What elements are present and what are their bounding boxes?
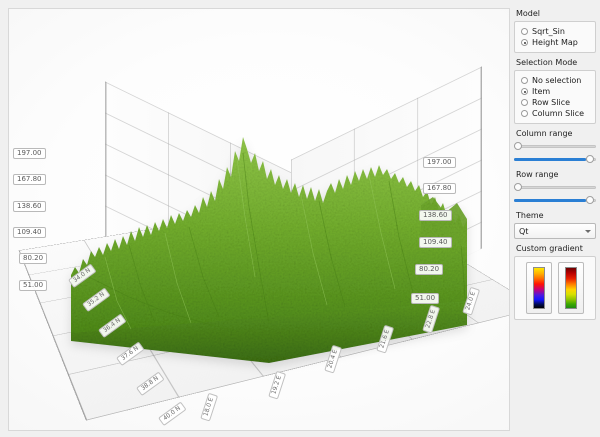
value-axis-tick-right-0: 197.00 (423, 157, 456, 168)
graph-stage[interactable]: 197.00 167.80 138.60 109.40 80.20 51.00 … (9, 9, 509, 430)
radio-selection-row-slice-label: Row Slice (532, 98, 571, 107)
selection-mode-group-box: No selection Item Row Slice Column Slice (514, 70, 596, 124)
radio-icon[interactable] (521, 77, 528, 84)
radio-icon-selected[interactable] (521, 88, 528, 95)
height-map-surface[interactable] (69, 127, 469, 367)
radio-selection-item[interactable]: Item (518, 86, 592, 97)
value-axis-tick-right-4: 80.20 (415, 264, 444, 275)
custom-gradient-group-box (514, 256, 596, 320)
value-axis-tick-right-2: 138.60 (419, 210, 452, 221)
custom-gradient-title: Custom gradient (516, 244, 583, 253)
column-axis-tick-0: 18.0 E (200, 392, 219, 422)
slider-handle[interactable] (586, 155, 594, 163)
theme-select[interactable]: Qt (514, 223, 596, 239)
row-axis-tick-5: 40.0 N (158, 401, 187, 427)
radio-model-height-map[interactable]: Height Map (518, 37, 592, 48)
slider-handle[interactable] (586, 196, 594, 204)
column-range-min-slider[interactable] (514, 141, 596, 152)
radio-selection-column-slice-label: Column Slice (532, 109, 585, 118)
value-axis-tick-left-1: 167.80 (13, 174, 46, 185)
value-axis-tick-left-4: 80.20 (19, 253, 48, 264)
column-range-title: Column range (516, 129, 573, 138)
radio-selection-row-slice[interactable]: Row Slice (518, 97, 592, 108)
green-to-red-gradient-button[interactable] (558, 262, 584, 314)
gradient-preview-strip (565, 267, 577, 309)
gradient-preview-strip (533, 267, 545, 309)
slider-handle[interactable] (514, 142, 522, 150)
value-axis-tick-left-0: 197.00 (13, 148, 46, 159)
selection-mode-group-title: Selection Mode (516, 58, 578, 67)
value-axis-tick-right-5: 51.00 (411, 293, 440, 304)
black-to-yellow-gradient-button[interactable] (526, 262, 552, 314)
column-axis-tick-1: 19.2 E (268, 370, 287, 400)
model-group-title: Model (516, 9, 541, 18)
radio-model-sqrt-sin-label: Sqrt_Sin (532, 27, 565, 36)
model-group-box: Sqrt_Sin Height Map (514, 21, 596, 53)
value-axis-tick-left-2: 138.60 (13, 201, 46, 212)
radio-icon[interactable] (521, 110, 528, 117)
slider-handle[interactable] (514, 183, 522, 191)
column-range-max-slider[interactable] (514, 154, 596, 165)
slider-track[interactable] (514, 145, 596, 148)
row-range-title: Row range (516, 170, 559, 179)
value-axis-tick-right-3: 109.40 (419, 237, 452, 248)
row-range-min-slider[interactable] (514, 182, 596, 193)
slider-fill (514, 199, 586, 202)
radio-model-height-map-label: Height Map (532, 38, 578, 47)
radio-model-sqrt-sin[interactable]: Sqrt_Sin (518, 26, 592, 37)
radio-icon[interactable] (521, 99, 528, 106)
value-axis-tick-left-5: 51.00 (19, 280, 48, 291)
theme-title: Theme (516, 211, 544, 220)
radio-selection-column-slice[interactable]: Column Slice (518, 108, 592, 119)
theme-selected-value: Qt (519, 226, 529, 236)
value-axis-tick-right-1: 167.80 (423, 183, 456, 194)
slider-fill (514, 158, 586, 161)
radio-icon-selected[interactable] (521, 39, 528, 46)
radio-selection-item-label: Item (532, 87, 551, 96)
control-panel: Model Sqrt_Sin Height Map Selection Mode… (514, 4, 596, 433)
radio-selection-none-label: No selection (532, 76, 582, 85)
surface-graph-panel[interactable]: 197.00 167.80 138.60 109.40 80.20 51.00 … (8, 8, 510, 431)
row-range-max-slider[interactable] (514, 195, 596, 206)
chevron-down-icon[interactable] (585, 230, 591, 233)
radio-selection-none[interactable]: No selection (518, 75, 592, 86)
value-axis-tick-left-3: 109.40 (13, 227, 46, 238)
radio-icon[interactable] (521, 28, 528, 35)
slider-track[interactable] (514, 186, 596, 189)
